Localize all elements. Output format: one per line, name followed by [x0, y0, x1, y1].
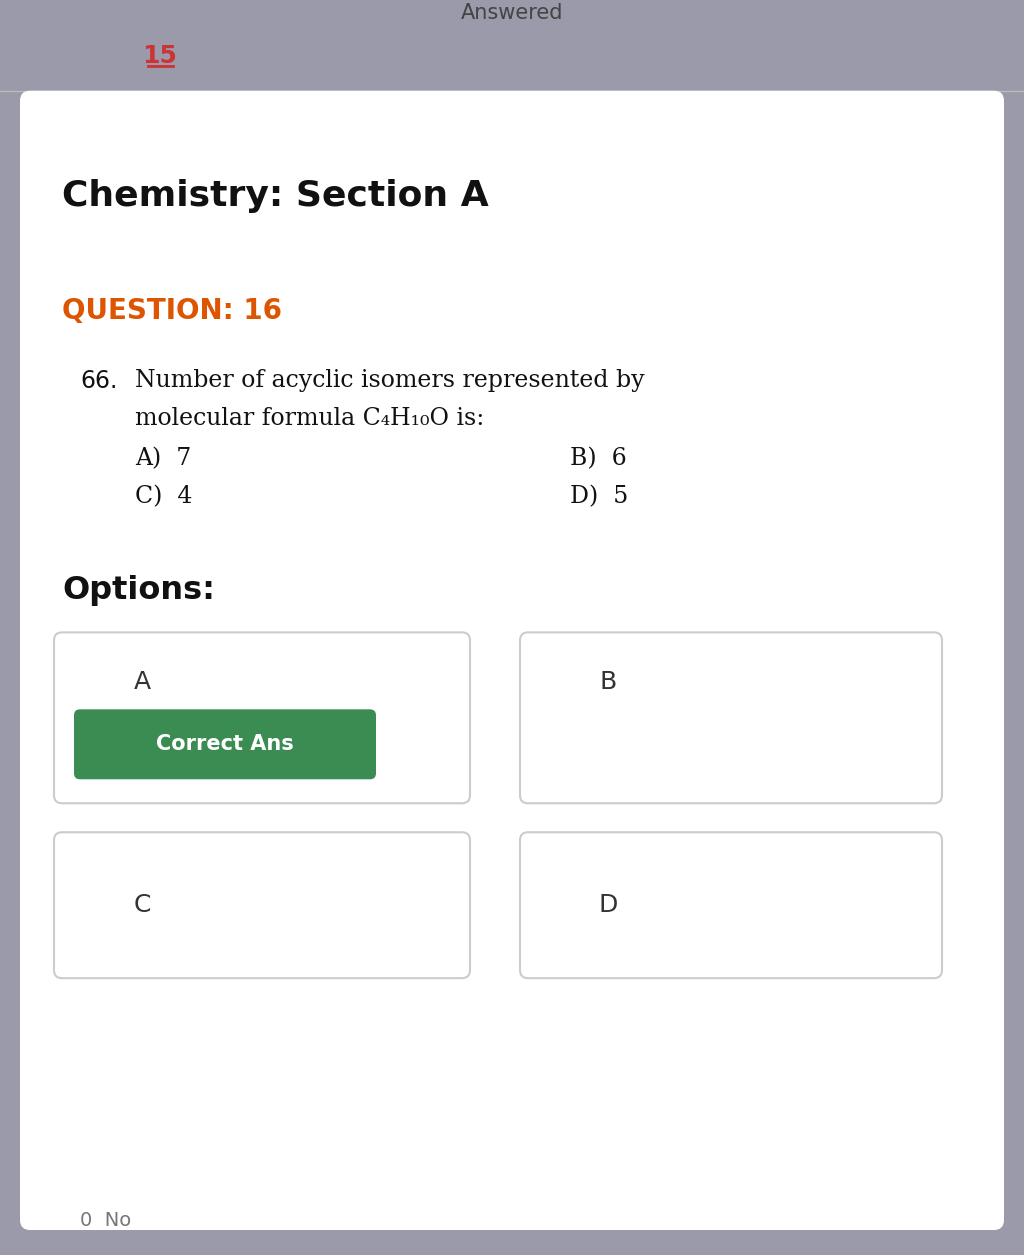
Text: molecular formula C₄H₁₀O is:: molecular formula C₄H₁₀O is:	[135, 407, 484, 430]
FancyBboxPatch shape	[520, 633, 942, 803]
FancyBboxPatch shape	[74, 709, 376, 779]
Text: Number of acyclic isomers represented by: Number of acyclic isomers represented by	[135, 369, 645, 392]
Text: D)  5: D) 5	[570, 484, 629, 508]
Text: Chemistry: Section A: Chemistry: Section A	[62, 178, 488, 212]
Text: D: D	[598, 894, 617, 917]
Text: Options:: Options:	[62, 575, 215, 606]
Text: 66.: 66.	[80, 369, 118, 393]
Text: B: B	[599, 670, 616, 694]
FancyBboxPatch shape	[54, 633, 470, 803]
Text: 0  No: 0 No	[80, 1211, 131, 1230]
Text: A)  7: A) 7	[135, 447, 191, 469]
FancyBboxPatch shape	[54, 832, 470, 978]
Bar	[0, 1, 1024, 90]
Text: Correct Ans: Correct Ans	[156, 734, 294, 754]
Text: C)  4: C) 4	[135, 484, 193, 508]
Text: QUESTION: 16: QUESTION: 16	[62, 296, 282, 325]
Text: Answered: Answered	[461, 3, 563, 23]
Text: B)  6: B) 6	[570, 447, 627, 469]
Text: 15: 15	[142, 44, 177, 68]
FancyBboxPatch shape	[20, 90, 1004, 1230]
Text: C: C	[133, 894, 151, 917]
FancyBboxPatch shape	[520, 832, 942, 978]
Text: A: A	[133, 670, 151, 694]
